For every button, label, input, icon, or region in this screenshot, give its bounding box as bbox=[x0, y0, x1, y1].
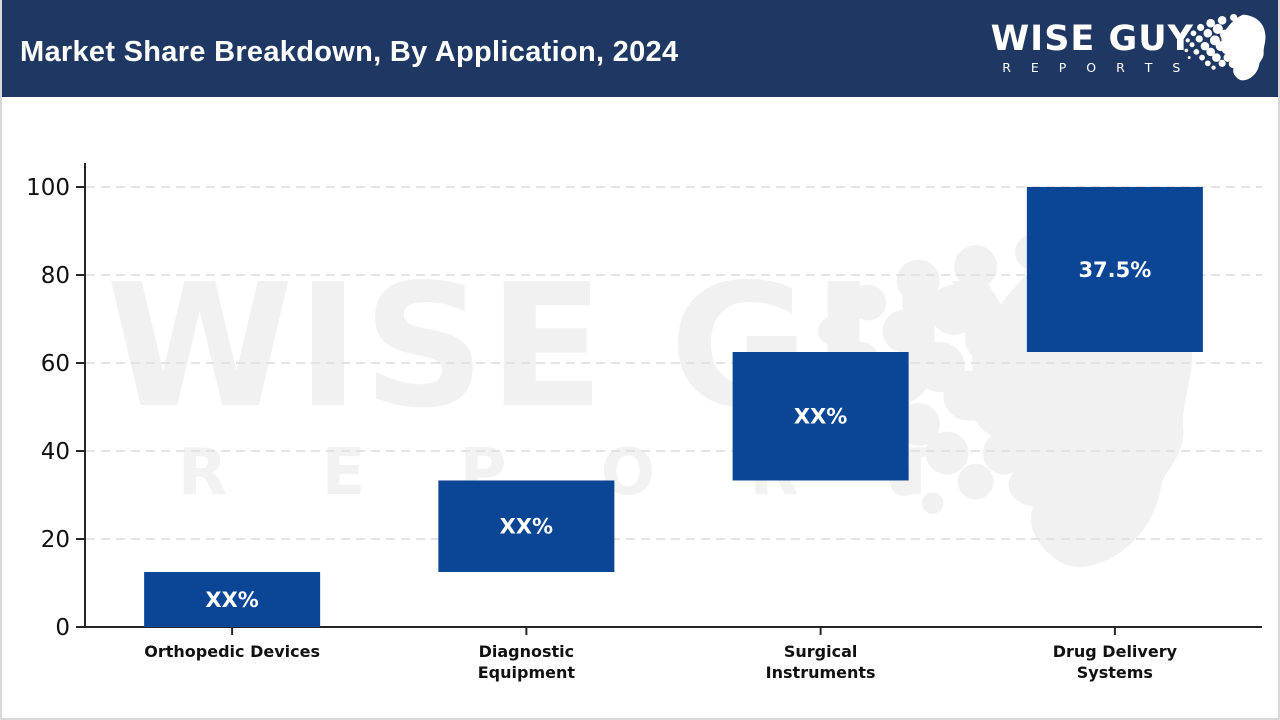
bar-value-label: 37.5% bbox=[1078, 258, 1151, 282]
face-dot bbox=[850, 284, 887, 321]
face-dot bbox=[1185, 37, 1190, 43]
face-dot bbox=[1204, 59, 1211, 66]
bar-value-label: XX% bbox=[205, 588, 258, 612]
face-dot bbox=[1219, 29, 1231, 40]
face-dot bbox=[1195, 34, 1203, 43]
face-dot bbox=[1234, 26, 1242, 34]
face-dot bbox=[1217, 15, 1227, 25]
face-dot bbox=[818, 316, 847, 346]
face-dot bbox=[1015, 363, 1066, 414]
face-dot bbox=[925, 431, 969, 475]
bar-value-label: XX% bbox=[794, 405, 847, 429]
face-dot bbox=[1211, 64, 1216, 70]
x-category-label: Orthopedic Devices bbox=[144, 642, 320, 661]
face-dot bbox=[1200, 41, 1210, 50]
bar bbox=[438, 480, 615, 572]
face-dot bbox=[1230, 39, 1241, 50]
x-category-label: Diagnostic Equipment bbox=[478, 642, 576, 682]
face-dot bbox=[1187, 55, 1191, 59]
wiseguy-logo: WISE GUY R E P O R T S bbox=[991, 11, 1268, 87]
face-dot bbox=[1230, 13, 1238, 21]
face-dot bbox=[1197, 23, 1205, 31]
face-dot bbox=[1199, 54, 1205, 60]
face-dot bbox=[1190, 29, 1197, 36]
logo-subtitle: R E P O R T S bbox=[1002, 60, 1189, 75]
face-dot bbox=[882, 309, 926, 353]
chart-title: Market Share Breakdown, By Application, … bbox=[20, 36, 679, 68]
face-dot bbox=[957, 463, 994, 500]
y-tick-label: 20 bbox=[41, 527, 70, 553]
face-dot bbox=[921, 492, 944, 514]
dotted-face-profile-icon bbox=[1184, 13, 1266, 80]
logo-wordmark: WISE GUY bbox=[990, 19, 1194, 59]
face-dot bbox=[1212, 23, 1223, 34]
face-dot bbox=[896, 259, 940, 303]
face-silhouette bbox=[1221, 14, 1266, 80]
bar bbox=[1026, 187, 1203, 352]
face-dot bbox=[1184, 48, 1189, 52]
face-dot bbox=[943, 370, 994, 421]
y-tick-label: 40 bbox=[41, 439, 70, 465]
face-dot bbox=[1189, 41, 1195, 47]
face-dot bbox=[1212, 52, 1221, 62]
bar bbox=[732, 352, 909, 481]
face-dot bbox=[1193, 48, 1200, 55]
bar bbox=[144, 572, 321, 627]
y-tick-label: 0 bbox=[55, 615, 70, 641]
logo-text: WISE GUY R E P O R T S bbox=[990, 19, 1194, 76]
face-dot bbox=[954, 245, 998, 289]
y-tick-label: 80 bbox=[41, 263, 70, 289]
x-category-label: Surgical Instruments bbox=[766, 642, 876, 682]
y-tick-label: 100 bbox=[26, 175, 70, 201]
y-tick-label: 60 bbox=[41, 351, 70, 377]
face-dot bbox=[929, 284, 980, 335]
header-bar: Market Share Breakdown, By Application, … bbox=[0, 0, 1280, 97]
face-dot bbox=[1206, 47, 1215, 56]
face-dot bbox=[1232, 32, 1241, 42]
face-dot bbox=[1215, 40, 1226, 51]
bar-value-label: XX% bbox=[500, 515, 553, 539]
face-dot bbox=[1218, 59, 1226, 67]
x-category-label: Drug Delivery Systems bbox=[1053, 642, 1178, 682]
face-dot bbox=[964, 313, 1016, 364]
face-dot bbox=[1206, 18, 1215, 27]
face-dot bbox=[1203, 28, 1213, 38]
